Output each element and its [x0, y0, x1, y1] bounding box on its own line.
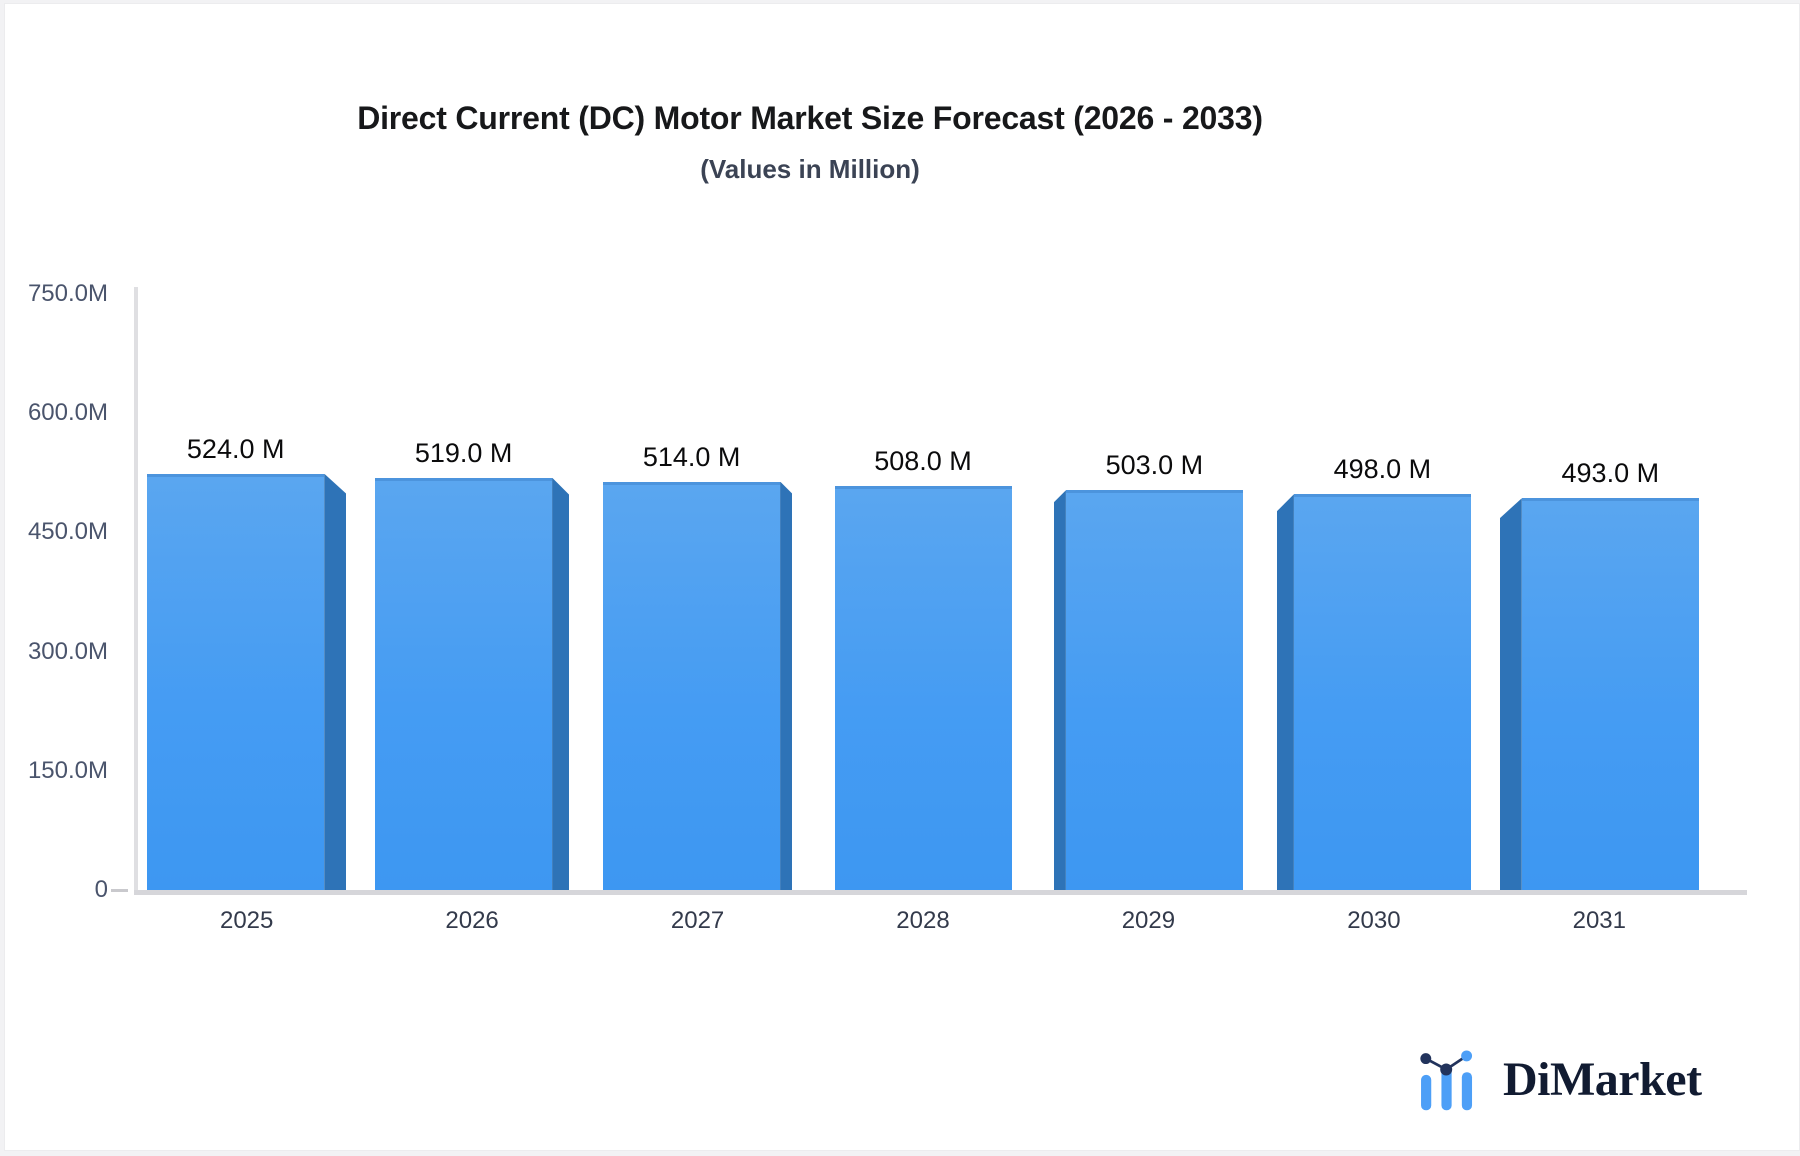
y-tick-label: 600.0M [27, 399, 108, 426]
y-tick-label: 450.0M [27, 518, 108, 545]
bar-side-face [1276, 494, 1294, 890]
x-tick-label: 2028 [896, 907, 950, 934]
bar [603, 481, 781, 890]
zero-tick-mark [111, 889, 128, 892]
bar-value-label: 498.0 M [1333, 454, 1432, 485]
bar-value-label: 524.0 M [186, 433, 285, 464]
bar-value-label: 519.0 M [414, 437, 513, 468]
bar-side-face [552, 477, 570, 890]
bar-value-label: 508.0 M [874, 446, 972, 477]
chart-card: Direct Current (DC) Motor Market Size Fo… [4, 3, 1800, 1151]
x-tick-label: 2025 [219, 907, 274, 934]
bar [375, 477, 553, 890]
bar-side-face [324, 473, 347, 890]
bar [147, 473, 325, 890]
bar-side-face [1053, 490, 1066, 890]
x-axis-line [134, 890, 1747, 895]
y-tick-label: 150.0M [27, 757, 108, 784]
brand-name: DiMarket [1503, 1052, 1702, 1106]
bar [834, 486, 1012, 890]
bar [1521, 498, 1699, 890]
bar-side-face [780, 481, 793, 890]
x-tick-label: 2031 [1572, 907, 1626, 934]
bar-side-face [1499, 498, 1522, 890]
y-tick-label: 300.0M [27, 638, 108, 665]
x-tick-label: 2029 [1121, 907, 1176, 934]
bar [1065, 490, 1243, 890]
bar-value-label: 503.0 M [1105, 450, 1204, 481]
bar-line-chart-icon [1420, 1050, 1473, 1111]
bar-value-label: 493.0 M [1561, 458, 1660, 489]
page-title: Direct Current (DC) Motor Market Size Fo… [357, 100, 1263, 136]
x-tick-label: 2026 [445, 907, 499, 934]
x-tick-label: 2030 [1347, 907, 1401, 934]
bar-value-label: 514.0 M [642, 441, 741, 472]
y-tick-label: 750.0M [27, 280, 108, 307]
x-tick-label: 2027 [670, 907, 725, 934]
brand-logo: DiMarket [1417, 1040, 1702, 1118]
bar [1293, 494, 1471, 890]
y-tick-label: 0 [94, 876, 108, 903]
y-axis-line [134, 287, 138, 895]
page-subtitle: (Values in Million) [700, 154, 920, 184]
